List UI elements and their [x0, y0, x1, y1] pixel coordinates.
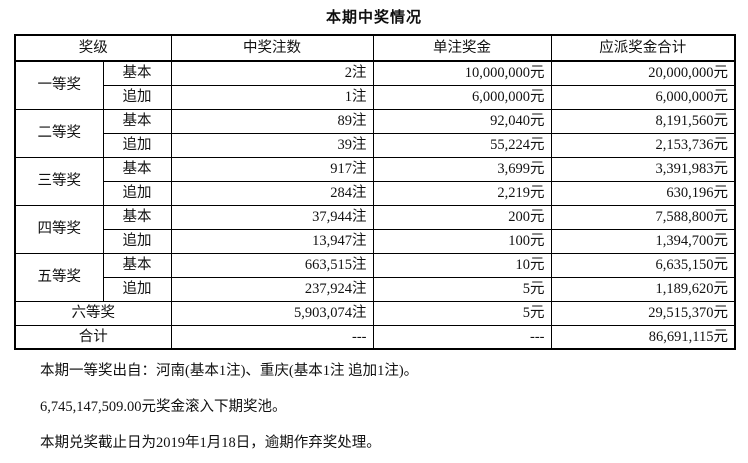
- cell-prize-subtype: 基本: [102, 60, 172, 86]
- cell-unit-prize: 6,000,000元: [372, 84, 552, 110]
- cell-total-prize: 8,191,560元: [550, 108, 735, 134]
- cell-winning-count: 917注: [170, 156, 374, 182]
- cell-prize-level: 六等奖: [14, 300, 172, 326]
- cell-winning-count: 237,924注: [170, 276, 374, 302]
- cell-total-prize: 7,588,800元: [550, 204, 735, 230]
- cell-prize-subtype: 基本: [102, 156, 172, 182]
- cell-unit-prize: 5元: [372, 300, 552, 326]
- cell-total-prize: 630,196元: [550, 180, 735, 206]
- results-table-container: 奖级 中奖注数 单注奖金 应派奖金合计 一等奖 基本 2注 10,000,000元 20,000…: [0, 34, 748, 350]
- cell-total-prize: 1,189,620元: [550, 276, 735, 302]
- cell-unit-prize: 10,000,000元: [372, 60, 552, 86]
- prize-results-table: 奖级 中奖注数 单注奖金 应派奖金合计 一等奖 基本 2注 10,000,000元 20,000…: [14, 34, 736, 350]
- cell-total-prize: 3,391,983元: [550, 156, 735, 182]
- cell-total-prize: 6,635,150元: [550, 252, 735, 278]
- header-cell-level: 奖级: [14, 34, 172, 62]
- cell-prize-level: 五等奖: [14, 252, 104, 302]
- cell-total-prize: 1,394,700元: [550, 228, 735, 254]
- cell-winning-count: 663,515注: [170, 252, 374, 278]
- cell-total-prize: 29,515,370元: [550, 300, 735, 326]
- table-row: 追加 284注 2,219元 630,196元: [15, 180, 735, 206]
- cell-prize-level: 四等奖: [14, 204, 104, 254]
- table-row: 合计 --- --- 86,691,115元: [14, 324, 735, 350]
- cell-total-prize: 20,000,000元: [550, 60, 735, 86]
- cell-unit-prize: 2,219元: [372, 180, 552, 206]
- cell-prize-subtype: 追加: [102, 132, 172, 158]
- cell-prize-subtype: 追加: [102, 180, 172, 206]
- table-row: 五等奖 基本 663,515注 10元 6,635,150元: [14, 252, 735, 302]
- footnotes: 本期一等奖出自：河南(基本1注)、重庆(基本1注 追加1注)。 6,745,14…: [0, 350, 748, 452]
- table-row: 一等奖 基本 2注 10,000,000元 20,000,000元: [14, 60, 735, 110]
- table-header-row: 奖级 中奖注数 单注奖金 应派奖金合计: [14, 34, 736, 62]
- cell-prize-subtype: 追加: [102, 276, 172, 302]
- table-row: 四等奖 基本 37,944注 200元 7,588,800元: [14, 204, 735, 254]
- table-row: 追加 39注 55,224元 2,153,736元: [15, 132, 735, 158]
- cell-prize-subtype: 追加: [102, 84, 172, 110]
- table-row: 三等奖 基本 917注 3,699元 3,391,983元: [14, 156, 735, 206]
- note-line: 本期兑奖截止日为2019年1月18日，逾期作弃奖处理。: [40, 435, 381, 452]
- cell-unit-prize: 100元: [372, 228, 552, 254]
- table-row: 追加 13,947注 100元 1,394,700元: [15, 228, 735, 254]
- cell-unit-prize: 3,699元: [372, 156, 552, 182]
- cell-unit-prize: 92,040元: [372, 108, 552, 134]
- header-cell-count: 中奖注数: [170, 34, 374, 62]
- cell-winning-count: 37,944注: [170, 204, 374, 230]
- table-row: 追加 1注 6,000,000元 6,000,000元: [15, 84, 735, 110]
- note-line: 本期一等奖出自：河南(基本1注)、重庆(基本1注 追加1注)。: [40, 363, 419, 379]
- cell-winning-count: 2注: [170, 60, 374, 86]
- cell-winning-count: 284注: [170, 180, 374, 206]
- cell-winning-count: 89注: [170, 108, 374, 134]
- cell-winning-count: 13,947注: [170, 228, 374, 254]
- cell-prize-level: 三等奖: [14, 156, 104, 206]
- cell-prize-level: 合计: [14, 324, 172, 350]
- cell-prize-subtype: 基本: [102, 108, 172, 134]
- cell-unit-prize: 55,224元: [372, 132, 552, 158]
- cell-prize-level: 二等奖: [14, 108, 104, 158]
- cell-unit-prize: 10元: [372, 252, 552, 278]
- page-title: 本期中奖情况: [325, 10, 422, 26]
- note-line: 6,745,147,509.00元奖金滚入下期奖池。: [40, 399, 287, 416]
- cell-unit-prize: 5元: [372, 276, 552, 302]
- cell-prize-subtype: 追加: [102, 228, 172, 254]
- cell-unit-prize: 200元: [372, 204, 552, 230]
- cell-prize-subtype: 基本: [102, 252, 172, 278]
- cell-prize-level: 一等奖: [14, 60, 104, 110]
- table-row: 六等奖 5,903,074注 5元 29,515,370元: [14, 300, 735, 326]
- cell-total-prize: 86,691,115元: [550, 324, 735, 350]
- cell-prize-subtype: 基本: [102, 204, 172, 230]
- cell-winning-count: ---: [170, 324, 374, 350]
- table-row: 二等奖 基本 89注 92,040元 8,191,560元: [14, 108, 735, 158]
- cell-winning-count: 5,903,074注: [170, 300, 374, 326]
- cell-total-prize: 2,153,736元: [550, 132, 735, 158]
- table-row: 追加 237,924注 5元 1,189,620元: [15, 276, 735, 302]
- cell-unit-prize: ---: [372, 324, 552, 350]
- cell-winning-count: 1注: [170, 84, 374, 110]
- header-cell-total-prize: 应派奖金合计: [550, 34, 736, 62]
- header-cell-unit-prize: 单注奖金: [372, 34, 552, 62]
- cell-winning-count: 39注: [170, 132, 374, 158]
- cell-total-prize: 6,000,000元: [550, 84, 735, 110]
